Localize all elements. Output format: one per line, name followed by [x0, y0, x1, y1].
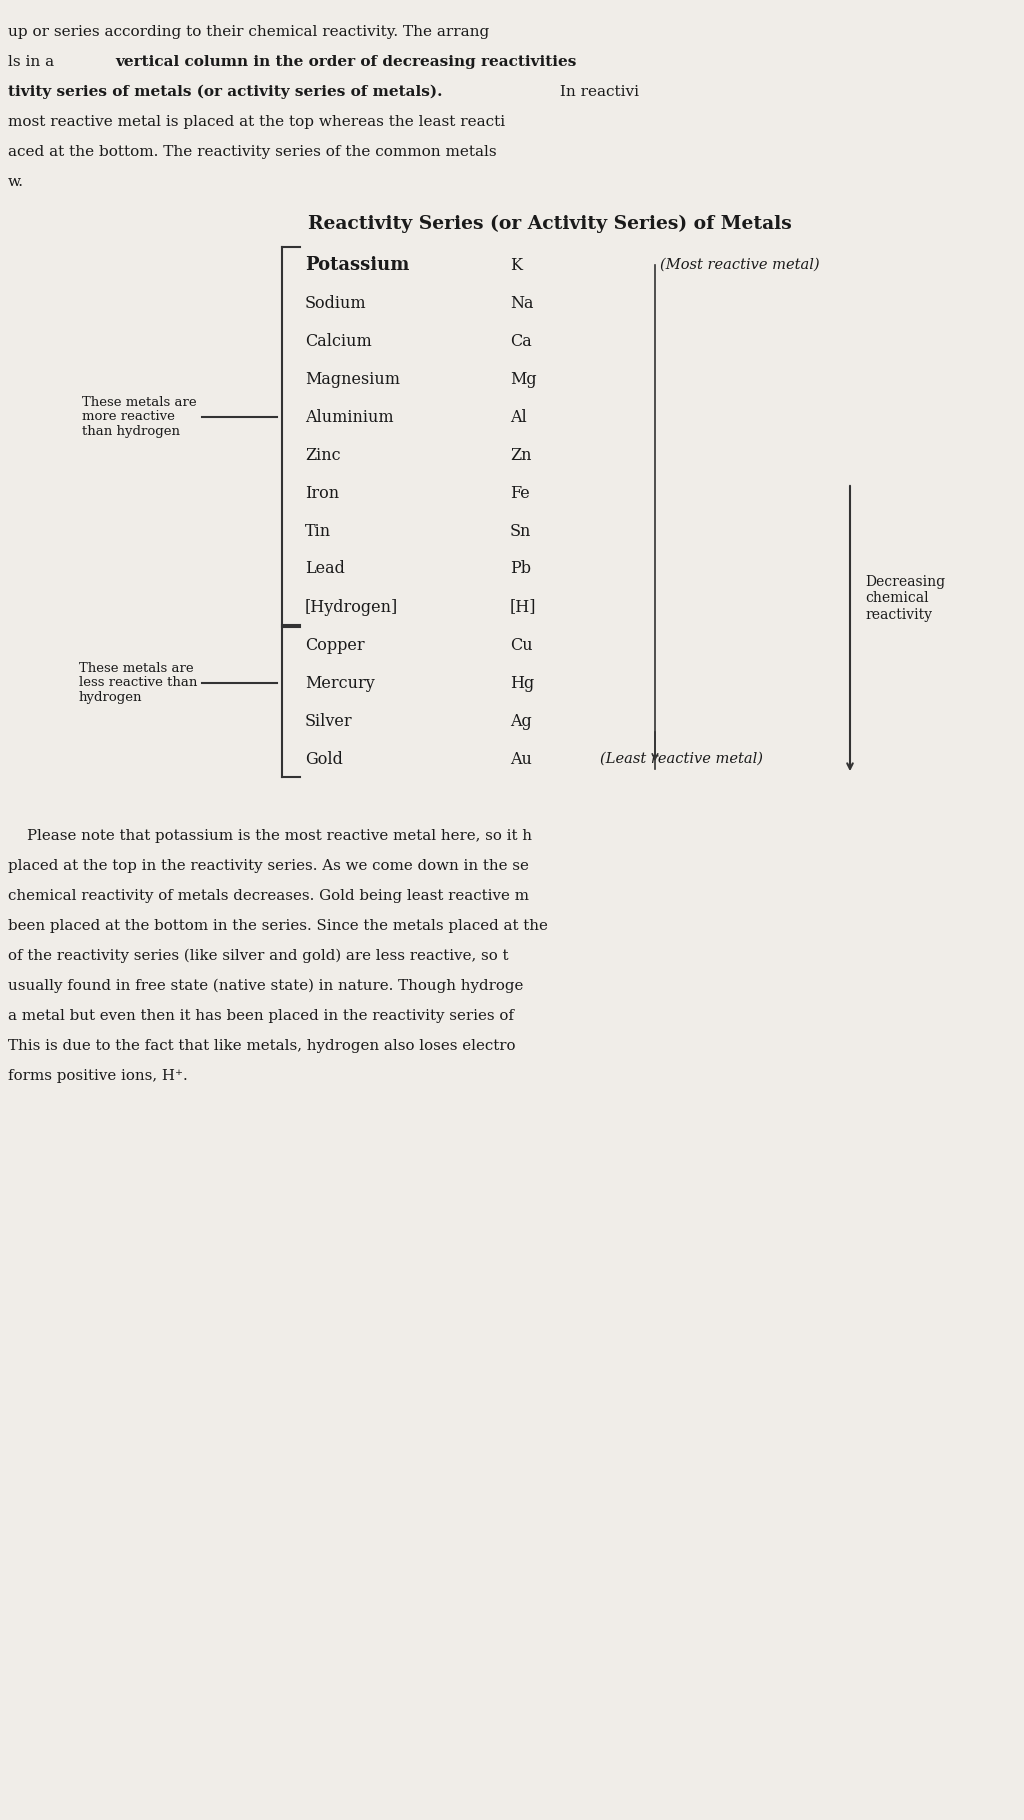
Text: Na: Na [510, 295, 534, 311]
Text: Mercury: Mercury [305, 675, 375, 692]
Text: Pb: Pb [510, 561, 531, 577]
Text: up or series according to their chemical reactivity. The arrang: up or series according to their chemical… [8, 25, 489, 38]
Text: Potassium: Potassium [305, 257, 410, 275]
Text: Sn: Sn [510, 522, 531, 539]
Text: Hg: Hg [510, 675, 535, 692]
Text: tivity series of metals (or activity series of metals).: tivity series of metals (or activity ser… [8, 86, 442, 100]
Text: These metals are
more reactive
than hydrogen: These metals are more reactive than hydr… [82, 395, 197, 439]
Text: been placed at the bottom in the series. Since the metals placed at the: been placed at the bottom in the series.… [8, 919, 548, 934]
Text: Zn: Zn [510, 446, 531, 464]
Text: Lead: Lead [305, 561, 345, 577]
Text: Decreasing
chemical
reactivity: Decreasing chemical reactivity [865, 575, 945, 622]
Text: Copper: Copper [305, 637, 365, 653]
Text: In reactivi: In reactivi [555, 86, 639, 98]
Text: aced at the bottom. The reactivity series of the common metals: aced at the bottom. The reactivity serie… [8, 146, 497, 158]
Text: Aluminium: Aluminium [305, 408, 393, 426]
Text: Tin: Tin [305, 522, 331, 539]
Text: Gold: Gold [305, 750, 343, 768]
Text: vertical column in the order of decreasing reactivities: vertical column in the order of decreasi… [115, 55, 577, 69]
Text: chemical reactivity of metals decreases. Gold being least reactive m: chemical reactivity of metals decreases.… [8, 888, 529, 903]
Text: Ca: Ca [510, 333, 531, 349]
Text: Iron: Iron [305, 484, 339, 502]
Text: ls in a: ls in a [8, 55, 59, 69]
Text: Mg: Mg [510, 371, 537, 388]
Text: [Hydrogen]: [Hydrogen] [305, 599, 398, 615]
Text: Please note that potassium is the most reactive metal here, so it h: Please note that potassium is the most r… [8, 828, 532, 843]
Text: of the reactivity series (like silver and gold) are less reactive, so t: of the reactivity series (like silver an… [8, 948, 509, 963]
Text: (Least reactive metal): (Least reactive metal) [600, 752, 763, 766]
Text: These metals are
less reactive than
hydrogen: These metals are less reactive than hydr… [79, 661, 197, 704]
Text: K: K [510, 257, 522, 273]
Text: most reactive metal is placed at the top whereas the least reacti: most reactive metal is placed at the top… [8, 115, 505, 129]
Text: [H]: [H] [510, 599, 537, 615]
Text: Sodium: Sodium [305, 295, 367, 311]
Text: placed at the top in the reactivity series. As we come down in the se: placed at the top in the reactivity seri… [8, 859, 528, 874]
Text: forms positive ions, H⁺.: forms positive ions, H⁺. [8, 1068, 187, 1083]
Text: usually found in free state (native state) in nature. Though hydroge: usually found in free state (native stat… [8, 979, 523, 994]
Text: Fe: Fe [510, 484, 529, 502]
Text: a metal but even then it has been placed in the reactivity series of: a metal but even then it has been placed… [8, 1008, 514, 1023]
Text: Zinc: Zinc [305, 446, 341, 464]
Text: w.: w. [8, 175, 24, 189]
Text: Reactivity Series (or Activity Series) of Metals: Reactivity Series (or Activity Series) o… [308, 215, 792, 233]
Text: Magnesium: Magnesium [305, 371, 400, 388]
Text: (Most reactive metal): (Most reactive metal) [660, 258, 819, 271]
Text: Au: Au [510, 750, 531, 768]
Text: Silver: Silver [305, 712, 352, 730]
Text: Cu: Cu [510, 637, 532, 653]
Text: Ag: Ag [510, 712, 531, 730]
Text: This is due to the fact that like metals, hydrogen also loses electro: This is due to the fact that like metals… [8, 1039, 515, 1054]
Text: Al: Al [510, 408, 526, 426]
Text: Calcium: Calcium [305, 333, 372, 349]
